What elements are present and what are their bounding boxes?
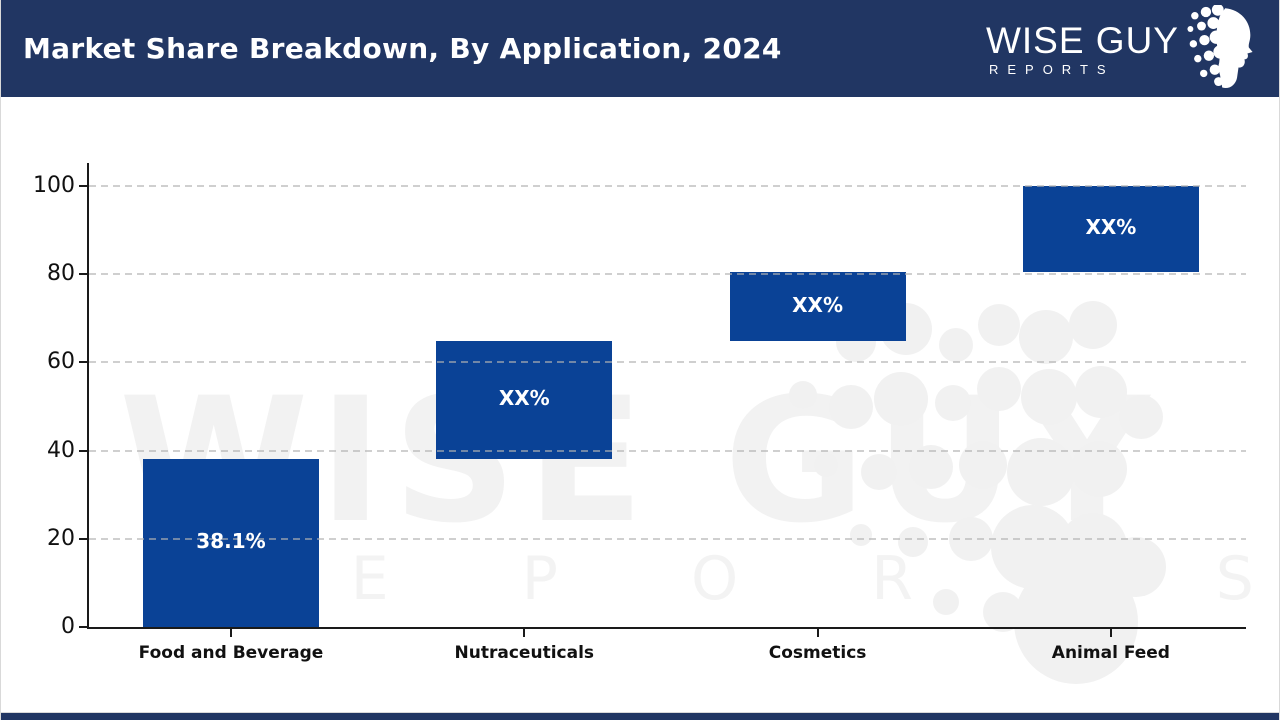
y-tick-mark [79, 449, 87, 452]
logo-subtitle-text: REPORTS [988, 61, 1115, 77]
gridline [89, 184, 1246, 187]
y-tick-label: 20 [47, 525, 75, 551]
bottom-border-line [1, 712, 1279, 713]
x-category-label: Animal Feed [1051, 643, 1170, 663]
y-tick-label: 60 [47, 349, 75, 375]
gridline [89, 361, 1246, 364]
gridline [89, 449, 1246, 452]
header-bar: Market Share Breakdown, By Application, … [1, 0, 1279, 97]
page-title: Market Share Breakdown, By Application, … [23, 32, 782, 65]
x-category-label: Cosmetics [768, 643, 867, 663]
x-tick-mark [816, 629, 819, 637]
bar-value-label: XX% [792, 292, 844, 317]
x-axis-line [87, 627, 1246, 629]
brand-wordmark: WISE GUY REPORTS [986, 22, 1179, 76]
bar-value-label: XX% [1085, 215, 1137, 240]
logo-head-icon [1187, 4, 1253, 88]
y-tick-mark [79, 184, 87, 187]
watermark-dots-graphic [789, 301, 1166, 684]
footer-bar [1, 713, 1279, 720]
bar-segment [143, 458, 319, 627]
x-tick-mark [230, 629, 232, 637]
bar-value-label: 38.1% [196, 528, 266, 553]
gridline [89, 537, 1246, 540]
x-tick-mark [1109, 629, 1112, 637]
y-tick-mark [79, 537, 87, 540]
x-category-label: Nutraceuticals [454, 643, 595, 663]
bar-value-label: XX% [498, 386, 550, 410]
y-tick-mark [79, 361, 87, 364]
x-category-label: Food and Beverage [138, 643, 324, 663]
y-tick-label: 100 [33, 172, 75, 198]
brand-logo: WISE GUY REPORTS [986, 4, 1257, 93]
y-tick-label: 80 [47, 261, 75, 287]
x-tick-mark [523, 629, 526, 637]
bar-segment [436, 341, 613, 459]
y-tick-label: 0 [61, 614, 75, 639]
y-tick-mark [79, 626, 87, 628]
logo-title-text: WISE GUY [985, 19, 1179, 61]
y-tick-mark [79, 273, 87, 276]
y-tick-label: 40 [47, 437, 75, 463]
bar-segment [1022, 185, 1199, 273]
gridline [89, 273, 1246, 276]
bar-segment [729, 272, 906, 342]
y-axis-line [87, 163, 89, 629]
chart-area: WISE GUY R E P O R T S 0 20 40 60 80 100 38.1%… [1, 97, 1279, 713]
